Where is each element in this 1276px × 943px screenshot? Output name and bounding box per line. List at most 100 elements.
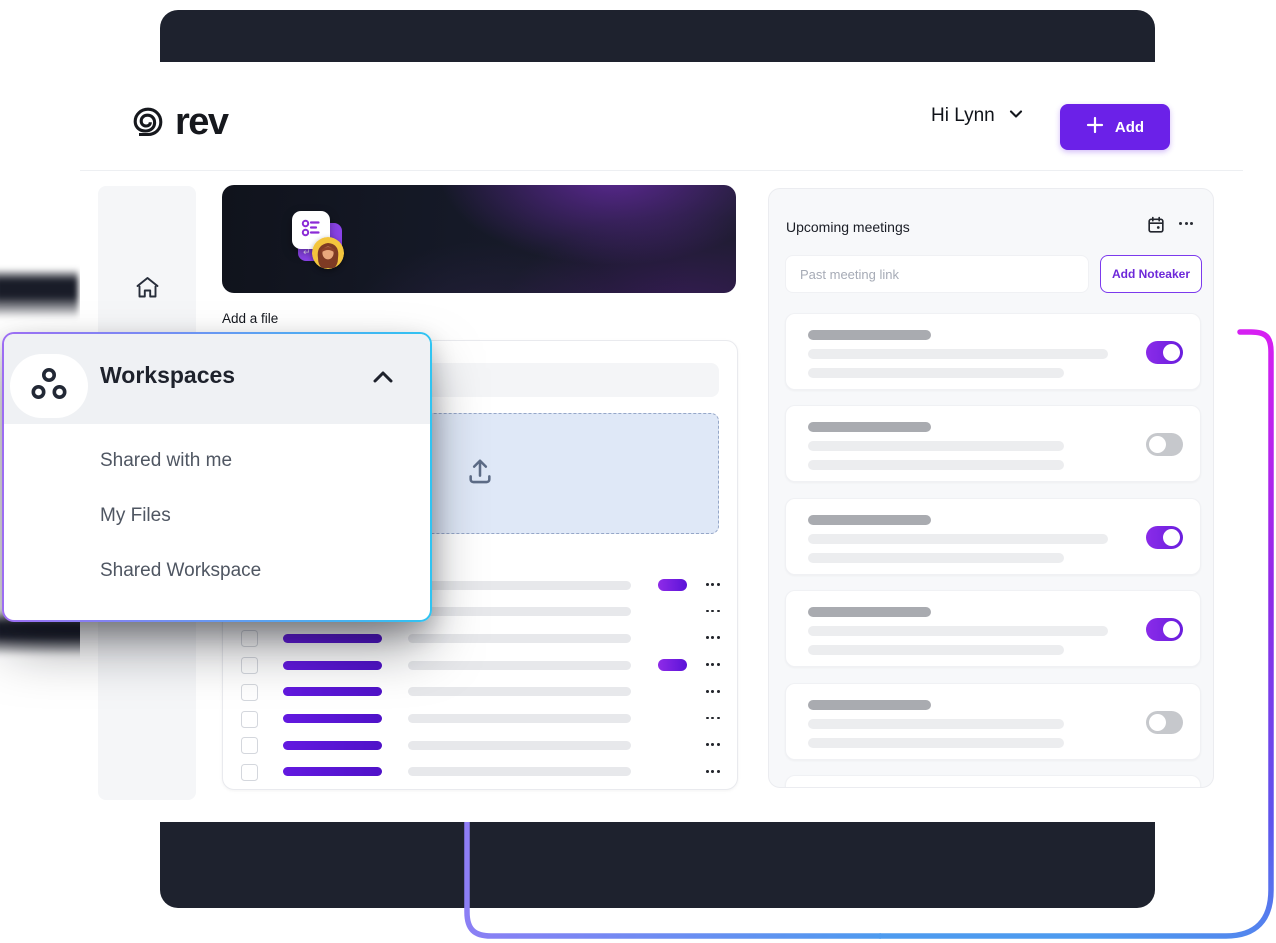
file-meta-skeleton <box>408 687 631 697</box>
avatar <box>312 237 344 269</box>
meeting-card <box>785 313 1201 390</box>
meeting-link-input[interactable] <box>785 255 1089 293</box>
file-meta-skeleton <box>408 714 631 723</box>
panel-title: Upcoming meetings <box>786 219 910 235</box>
workspaces-popup-body: Workspaces Shared with me My Files Share… <box>4 334 430 620</box>
workspaces-popup-header: Workspaces <box>4 334 430 424</box>
workspaces-icon <box>26 364 72 409</box>
backdrop-frame-bottom <box>160 822 1155 908</box>
plus-icon <box>1086 116 1104 138</box>
noteaker-toggle[interactable] <box>1146 433 1183 457</box>
home-icon <box>134 274 161 306</box>
file-checkbox[interactable] <box>241 630 258 648</box>
checklist-icon <box>300 217 322 244</box>
popup-shadow-artifact-top <box>0 270 78 318</box>
file-checkbox[interactable] <box>241 763 258 781</box>
file-name-skeleton <box>283 714 382 723</box>
file-meta-skeleton <box>408 633 631 643</box>
meeting-line-skeleton <box>808 626 1108 637</box>
workspaces-item-my-files[interactable]: My Files <box>100 505 171 526</box>
meeting-line-skeleton <box>808 645 1064 656</box>
meeting-line-skeleton <box>808 552 1064 563</box>
greeting-text: Hi Lynn <box>931 105 995 126</box>
meeting-line-skeleton <box>808 737 1064 748</box>
file-more-menu[interactable] <box>706 716 720 720</box>
file-checkbox[interactable] <box>241 737 258 755</box>
add-noteaker-button[interactable]: Add Noteaker <box>1100 255 1202 293</box>
meeting-card <box>785 405 1201 483</box>
meeting-title-skeleton <box>808 699 931 710</box>
meeting-card <box>785 590 1201 668</box>
file-row <box>223 625 737 651</box>
meeting-line-skeleton <box>808 718 1064 729</box>
meeting-card <box>785 497 1201 575</box>
file-more-menu[interactable] <box>706 769 720 773</box>
chevron-down-icon <box>1007 105 1025 128</box>
file-row <box>223 652 737 678</box>
file-checkbox[interactable] <box>241 657 258 675</box>
file-more-menu[interactable] <box>706 689 720 693</box>
meeting-card <box>785 775 1201 787</box>
file-row <box>223 759 737 785</box>
workspaces-icon-pill <box>10 354 88 418</box>
file-more-menu[interactable] <box>706 636 720 640</box>
file-meta-skeleton <box>408 740 631 750</box>
noteaker-toggle[interactable] <box>1146 618 1183 642</box>
add-button-label: Add <box>1114 118 1145 136</box>
meeting-title-skeleton <box>808 607 931 618</box>
file-meta-skeleton <box>408 607 631 617</box>
file-row <box>223 679 737 705</box>
file-meta-skeleton <box>408 580 631 590</box>
chevron-up-icon[interactable] <box>370 367 396 392</box>
workspaces-popup: Workspaces Shared with me My Files Share… <box>2 332 432 622</box>
file-meta-skeleton <box>408 767 631 777</box>
meeting-line-skeleton <box>808 460 1064 471</box>
sidebar-item-home[interactable] <box>131 274 163 306</box>
panel-more-menu[interactable] <box>1179 222 1194 225</box>
file-badge <box>658 579 687 591</box>
add-file-label: Add a file <box>222 311 279 326</box>
file-row <box>223 706 737 732</box>
meeting-line-skeleton <box>808 441 1064 452</box>
workspaces-item-shared-with-me[interactable]: Shared with me <box>100 450 233 471</box>
file-row <box>223 732 737 758</box>
file-name-skeleton <box>283 660 382 670</box>
add-button[interactable]: Add <box>1060 104 1170 150</box>
upload-icon <box>464 455 496 492</box>
promo-banner: → ↵ <box>222 185 736 293</box>
file-more-menu[interactable] <box>706 609 720 613</box>
rev-logo: rev <box>130 101 229 146</box>
file-checkbox[interactable] <box>241 683 258 701</box>
file-name-skeleton <box>283 740 382 750</box>
backdrop-frame-top <box>160 10 1155 66</box>
workspaces-title: Workspaces <box>100 362 236 388</box>
meeting-title-skeleton <box>808 422 931 433</box>
file-more-menu[interactable] <box>706 663 720 666</box>
meeting-line-skeleton <box>808 533 1108 544</box>
upcoming-meetings-panel: Upcoming meetings Add Noteaker <box>768 188 1214 788</box>
file-name-skeleton <box>283 767 382 777</box>
meeting-title-skeleton <box>808 514 931 525</box>
noteaker-toggle[interactable] <box>1146 710 1183 734</box>
spiral-icon <box>130 104 166 145</box>
file-more-menu[interactable] <box>706 583 720 586</box>
meeting-card <box>785 682 1201 760</box>
app-header: rev Hi Lynn Add <box>80 62 1243 171</box>
meeting-title-skeleton <box>808 330 931 340</box>
file-checkbox[interactable] <box>241 710 258 728</box>
meeting-line-skeleton <box>808 349 1108 359</box>
return-arrow-icon: ↵ <box>303 247 311 257</box>
file-name-skeleton <box>283 633 382 643</box>
noteaker-toggle[interactable] <box>1146 525 1183 549</box>
logo-wordmark: rev <box>175 101 229 143</box>
file-more-menu[interactable] <box>706 743 720 746</box>
user-menu[interactable]: Hi Lynn <box>931 62 1025 170</box>
calendar-dot-icon[interactable] <box>1146 215 1166 235</box>
workspaces-item-shared-workspace[interactable]: Shared Workspace <box>100 560 262 581</box>
meeting-line-skeleton <box>808 368 1064 378</box>
file-meta-skeleton <box>408 660 631 670</box>
file-badge <box>658 659 687 672</box>
noteaker-toggle[interactable] <box>1146 341 1183 364</box>
file-name-skeleton <box>283 687 382 697</box>
